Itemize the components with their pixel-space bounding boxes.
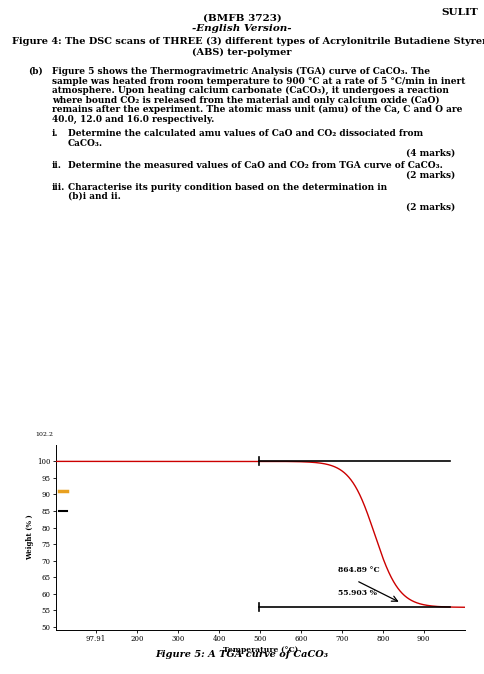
Text: 40.0, 12.0 and 16.0 respectively.: 40.0, 12.0 and 16.0 respectively.	[52, 115, 214, 123]
Text: Determine the calculated amu values of CaO and CO₂ dissociated from: Determine the calculated amu values of C…	[68, 129, 423, 138]
Text: (2 marks): (2 marks)	[406, 202, 455, 212]
Text: sample was heated from room temperature to 900 °C at a rate of 5 °C/min in inert: sample was heated from room temperature …	[52, 77, 466, 86]
Text: Figure 4: The DSC scans of THREE (3) different types of Acrylonitrile Butadiene : Figure 4: The DSC scans of THREE (3) dif…	[12, 37, 484, 46]
Text: where bound CO₂ is released from the material and only calcium oxide (CaO): where bound CO₂ is released from the mat…	[52, 96, 439, 104]
Text: 102.2: 102.2	[36, 433, 54, 437]
Text: -English Version-: -English Version-	[192, 24, 292, 33]
Text: Figure 5 shows the Thermogravimetric Analysis (TGA) curve of CaCO₃. The: Figure 5 shows the Thermogravimetric Ana…	[52, 67, 430, 76]
Text: (4 marks): (4 marks)	[406, 149, 455, 158]
Text: (2 marks): (2 marks)	[406, 171, 455, 180]
Text: CaCO₃.: CaCO₃.	[68, 138, 103, 148]
Text: ii.: ii.	[52, 160, 62, 169]
Text: (ABS) ter-polymer: (ABS) ter-polymer	[192, 48, 292, 57]
Text: 55.903 %: 55.903 %	[338, 590, 377, 597]
Text: SULIT: SULIT	[441, 8, 478, 17]
X-axis label: Temperature (°C): Temperature (°C)	[223, 646, 298, 654]
Text: Characterise its purity condition based on the determination in: Characterise its purity condition based …	[68, 183, 387, 191]
Text: iii.: iii.	[52, 183, 65, 191]
Text: atmosphere. Upon heating calcium carbonate (CaCO₃), it undergoes a reaction: atmosphere. Upon heating calcium carbona…	[52, 86, 449, 95]
Y-axis label: Weight (% ): Weight (% )	[27, 515, 34, 560]
Text: remains after the experiment. The atomic mass unit (amu) of the Ca, C and O are: remains after the experiment. The atomic…	[52, 105, 462, 114]
Text: 864.89 °C: 864.89 °C	[338, 566, 379, 574]
Text: Determine the measured values of CaO and CO₂ from TGA curve of CaCO₃.: Determine the measured values of CaO and…	[68, 160, 443, 169]
Text: (BMFB 3723): (BMFB 3723)	[203, 14, 281, 23]
Text: (b): (b)	[28, 67, 43, 76]
Text: (b)i and ii.: (b)i and ii.	[68, 192, 121, 201]
Text: Figure 5: A TGA curve of CaCO₃: Figure 5: A TGA curve of CaCO₃	[155, 650, 329, 659]
Text: i.: i.	[52, 129, 59, 138]
